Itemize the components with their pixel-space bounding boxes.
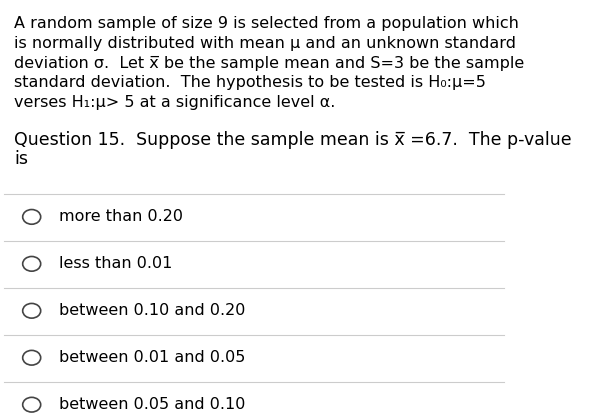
Text: between 0.05 and 0.10: between 0.05 and 0.10 xyxy=(59,397,245,412)
Text: A random sample of size 9 is selected from a population which: A random sample of size 9 is selected fr… xyxy=(14,16,519,31)
Text: more than 0.20: more than 0.20 xyxy=(59,209,183,224)
Text: less than 0.01: less than 0.01 xyxy=(59,256,173,271)
Text: between 0.01 and 0.05: between 0.01 and 0.05 xyxy=(59,350,245,365)
Text: standard deviation.  The hypothesis to be tested is H₀:μ=5: standard deviation. The hypothesis to be… xyxy=(14,75,486,90)
Text: is normally distributed with mean μ and an unknown standard: is normally distributed with mean μ and … xyxy=(14,36,516,51)
Text: deviation σ.  Let x̅ be the sample mean and S=3 be the sample: deviation σ. Let x̅ be the sample mean a… xyxy=(14,56,524,71)
Text: Question 15.  Suppose the sample mean is x̅ =6.7.  The p-value: Question 15. Suppose the sample mean is … xyxy=(14,131,572,149)
Text: is: is xyxy=(14,150,28,168)
Text: verses H₁:μ> 5 at a significance level α.: verses H₁:μ> 5 at a significance level α… xyxy=(14,95,336,110)
Text: between 0.10 and 0.20: between 0.10 and 0.20 xyxy=(59,303,245,318)
